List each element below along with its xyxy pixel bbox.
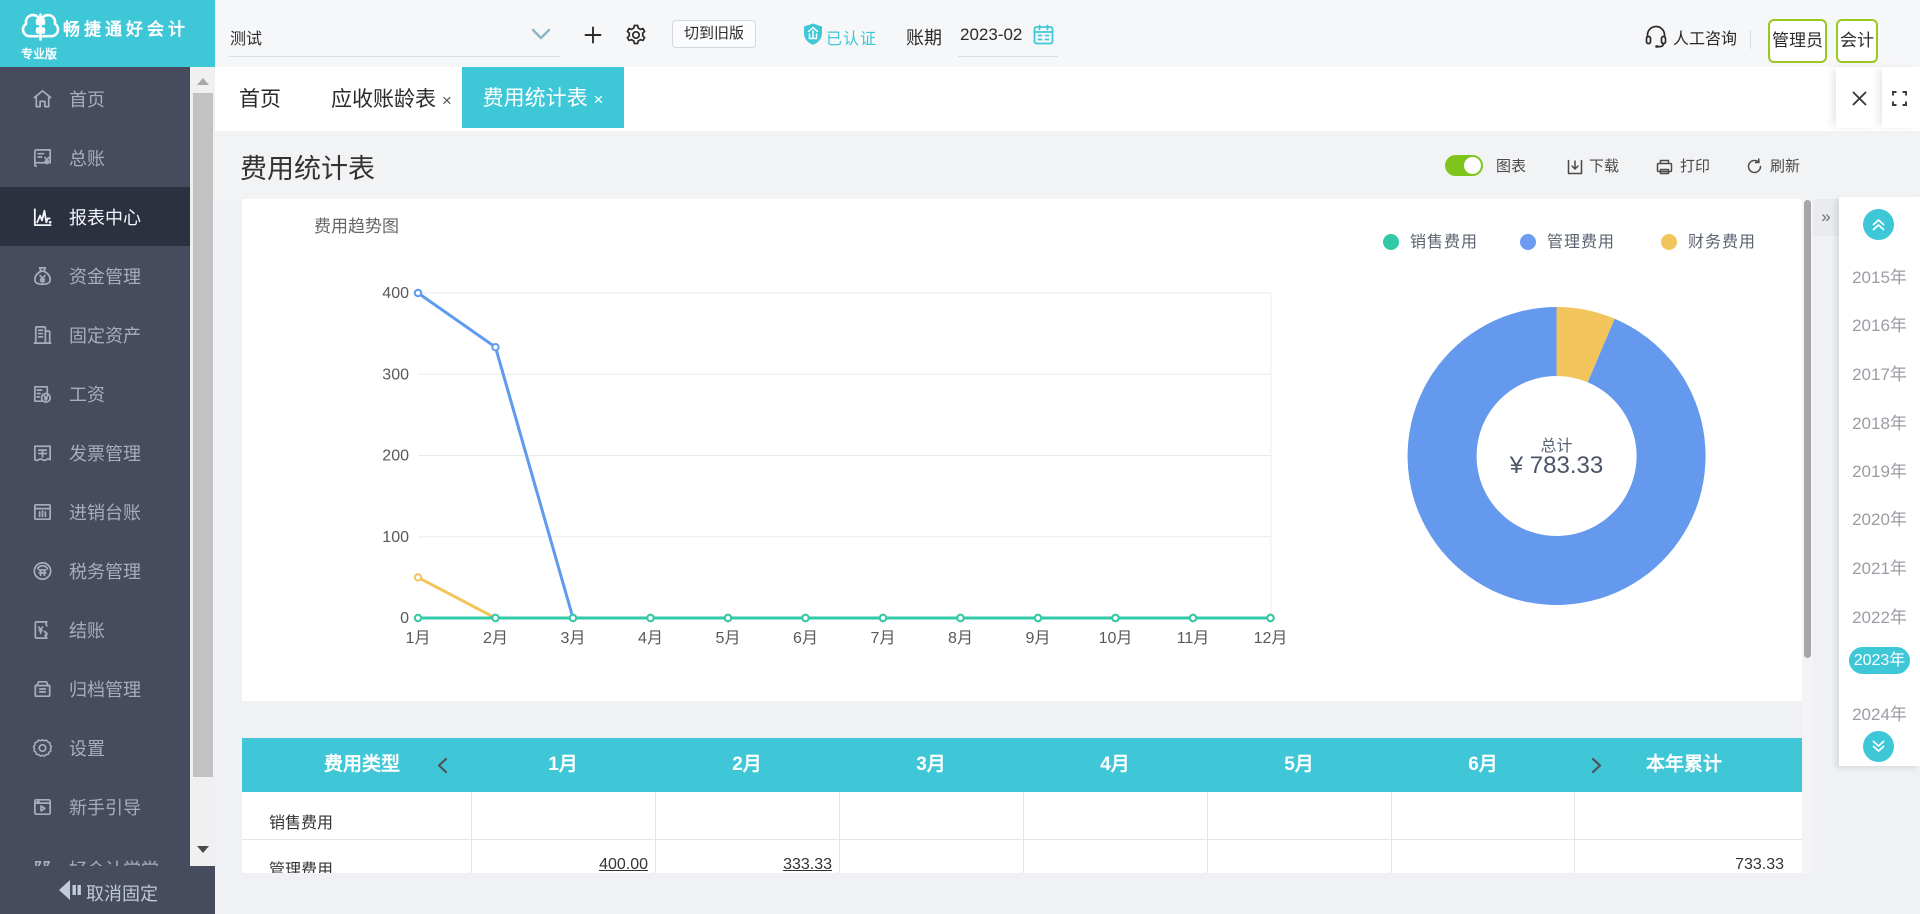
svg-text:5月: 5月 — [716, 630, 741, 647]
svg-text:400: 400 — [382, 285, 409, 302]
svg-text:3月: 3月 — [561, 630, 586, 647]
svg-text:总计: 总计 — [1540, 437, 1572, 455]
svg-text:9月: 9月 — [1026, 630, 1051, 647]
svg-text:10月: 10月 — [1099, 630, 1133, 647]
svg-text:100: 100 — [382, 529, 409, 546]
svg-text:200: 200 — [382, 448, 409, 465]
svg-text:2月: 2月 — [483, 630, 508, 647]
svg-text:6月: 6月 — [793, 630, 818, 647]
svg-text:¥ 783.33: ¥ 783.33 — [1509, 452, 1603, 479]
svg-text:1月: 1月 — [406, 630, 431, 647]
svg-text:8月: 8月 — [948, 630, 973, 647]
svg-text:7月: 7月 — [871, 630, 896, 647]
svg-text:4月: 4月 — [638, 630, 663, 647]
svg-text:销售费用: 销售费用 — [1410, 233, 1478, 251]
svg-text:11月: 11月 — [1177, 630, 1210, 647]
svg-text:费用趋势图: 费用趋势图 — [314, 217, 399, 236]
svg-text:12月: 12月 — [1254, 630, 1288, 647]
svg-text:管理费用: 管理费用 — [1547, 233, 1615, 251]
svg-text:0: 0 — [400, 610, 409, 627]
svg-text:财务费用: 财务费用 — [1688, 233, 1756, 251]
svg-text:300: 300 — [382, 366, 409, 383]
